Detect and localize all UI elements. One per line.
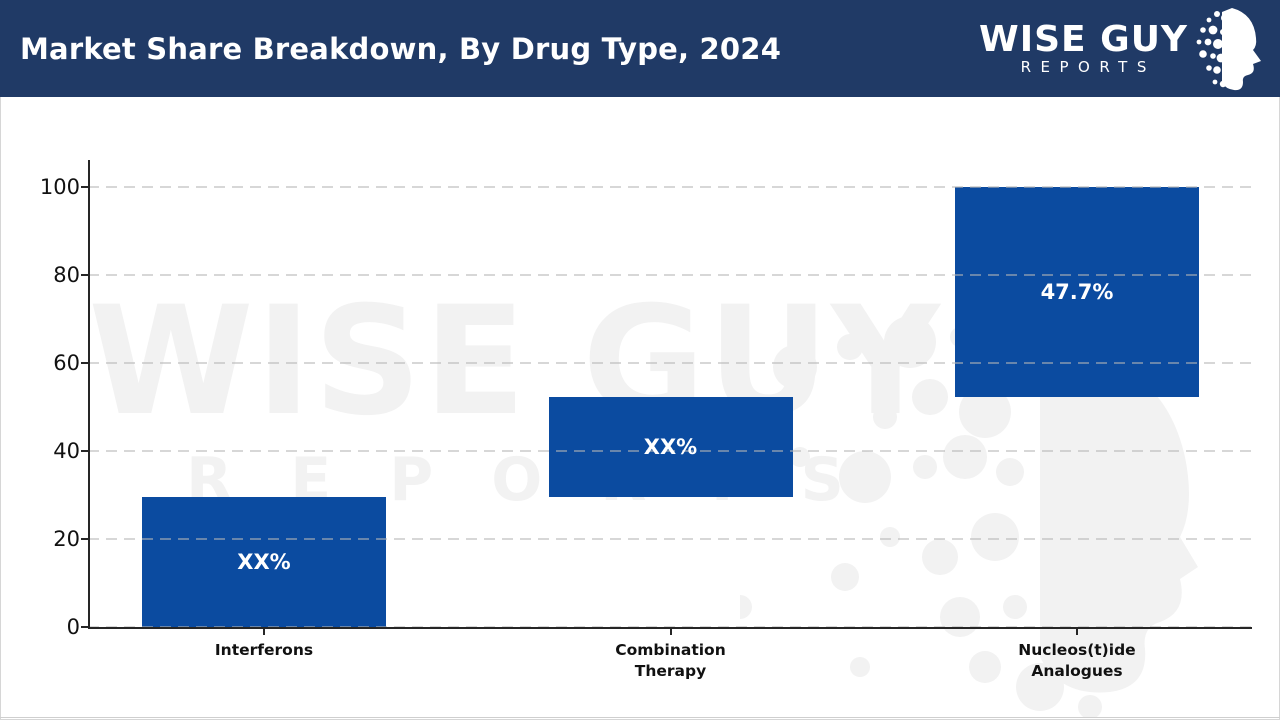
x-axis-line <box>88 627 1252 629</box>
gridline <box>88 538 1252 540</box>
x-tick-mark <box>263 627 265 635</box>
y-tick-label: 100 <box>39 175 80 199</box>
y-tick-label: 20 <box>53 527 80 551</box>
logo-subtitle: REPORTS <box>1020 57 1156 76</box>
chart: WISE GUY REPORTS XX% Interferons XX% Combin… <box>0 97 1280 717</box>
wiseguy-logo: WISE GUY REPORTS <box>979 6 1266 92</box>
logo-text: WISE GUY REPORTS <box>978 18 1188 76</box>
y-tick-label: 40 <box>53 439 80 463</box>
gridline <box>88 362 1252 364</box>
y-tick-label: 0 <box>66 615 80 639</box>
logo-head-icon <box>1196 7 1261 90</box>
logo-wordmark: WISE GUY <box>978 18 1188 60</box>
bar-value-label: XX% <box>643 435 698 460</box>
y-tick-label: 80 <box>53 263 80 287</box>
footer-divider <box>0 717 1280 718</box>
gridline <box>88 186 1252 188</box>
x-category-label: Interferons <box>214 641 314 659</box>
y-tick-mark <box>81 538 88 540</box>
header: Market Share Breakdown, By Drug Type, 20… <box>0 0 1280 97</box>
gridline <box>88 450 1252 452</box>
y-tick-mark <box>81 362 88 364</box>
bar-segment <box>548 396 793 498</box>
x-category-label: Combination Therapy <box>615 641 726 680</box>
x-category-label: Nucleos(t)ide Analogues <box>1018 641 1136 680</box>
bar-value-label: XX% <box>237 550 291 575</box>
page-title: Market Share Breakdown, By Drug Type, 20… <box>20 31 782 66</box>
y-tick-mark <box>81 626 88 628</box>
bar-value-label: 47.7% <box>1040 279 1114 304</box>
gridline <box>88 274 1252 276</box>
x-tick-mark <box>669 627 672 635</box>
y-tick-label: 60 <box>53 351 80 375</box>
y-tick-mark <box>81 450 88 452</box>
bar-segment <box>142 497 386 627</box>
y-tick-mark <box>81 186 88 188</box>
y-axis-line <box>88 160 90 629</box>
y-tick-mark <box>81 274 88 276</box>
